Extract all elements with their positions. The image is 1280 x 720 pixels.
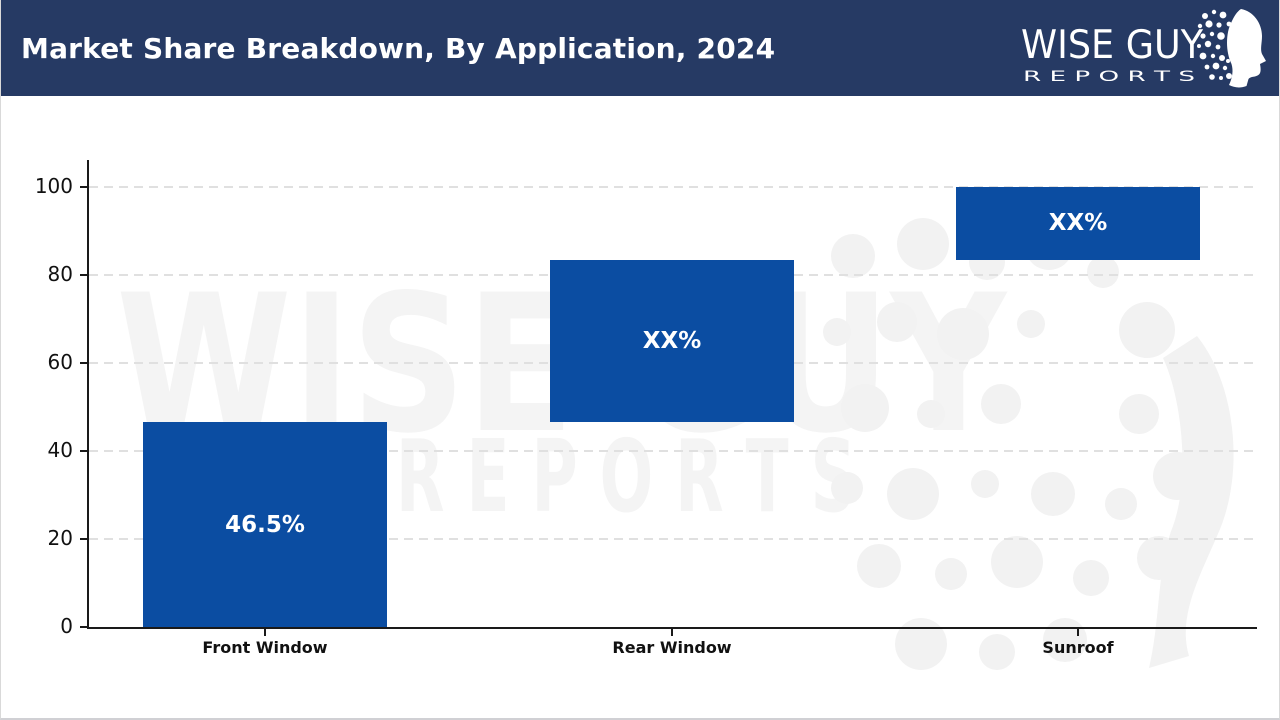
chart: WISE GUY R E P O R T S 0 20 40 60 80 100 46.5%…	[1, 96, 1279, 718]
x-category-label: Front Window	[202, 638, 328, 657]
logo-wordmark: WISE GUY	[1021, 23, 1203, 68]
grid-line	[89, 450, 1257, 452]
y-tick-label: 40	[47, 438, 73, 462]
bar: XX%	[550, 259, 794, 423]
watermark-subtitle: R E P O R T S	[396, 418, 856, 535]
x-axis-tick	[264, 629, 266, 636]
x-category-label: Rear Window	[612, 638, 732, 657]
y-axis-tick	[80, 362, 87, 364]
x-axis	[87, 627, 1257, 629]
x-category-label: Sunroof	[1042, 638, 1114, 657]
y-axis-tick	[80, 450, 87, 452]
logo-subtitle: R E P O R T S	[1023, 69, 1195, 85]
y-tick-label: 100	[34, 174, 73, 198]
page-title: Market Share Breakdown, By Application, …	[21, 31, 776, 65]
bar: 46.5%	[143, 422, 387, 627]
bar-value-label: 46.5%	[225, 511, 305, 538]
header: Market Share Breakdown, By Application, …	[1, 0, 1279, 96]
y-axis-tick	[80, 274, 87, 276]
bar-value-label: XX%	[642, 327, 702, 354]
y-tick-label: 20	[47, 526, 73, 550]
watermark-dots-icon	[823, 218, 1234, 670]
bar-value-label: XX%	[1048, 210, 1108, 237]
grid-line	[89, 538, 1257, 540]
wiseguy-logo: WISE GUY R E P O R T S	[1019, 6, 1269, 90]
wiseguy-logo-graphic: WISE GUY R E P O R T S	[1021, 9, 1266, 88]
x-axis-tick	[671, 629, 673, 636]
y-tick-label: 60	[47, 350, 73, 374]
y-axis-tick	[80, 186, 87, 188]
logo-face-icon	[1227, 9, 1266, 88]
y-axis-tick	[80, 626, 87, 628]
bar: XX%	[956, 187, 1200, 260]
y-tick-label: 80	[47, 262, 73, 286]
y-axis-tick	[80, 538, 87, 540]
x-axis-tick	[1077, 629, 1079, 636]
y-axis	[87, 160, 89, 629]
y-tick-label: 0	[60, 614, 73, 638]
grid-line	[89, 186, 1257, 188]
